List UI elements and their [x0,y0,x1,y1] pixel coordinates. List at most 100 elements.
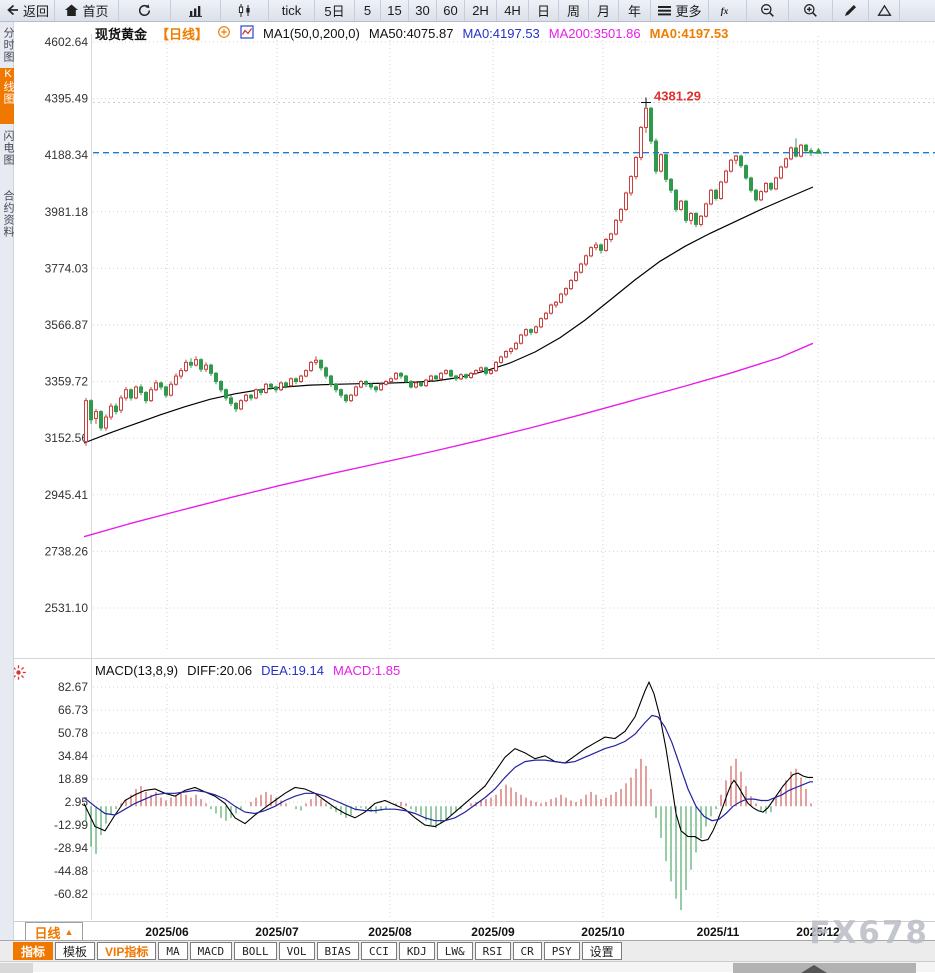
mini-chart-icon[interactable] [240,25,254,42]
interval-30-button[interactable]: 30 [409,0,437,21]
svg-text:2.95: 2.95 [65,795,89,809]
symbol-name: 现货黄金 [95,27,148,42]
svg-text:34.84: 34.84 [58,749,88,763]
svg-text:2025/10: 2025/10 [581,925,625,939]
tab-lw[interactable]: LW& [436,942,473,960]
ma0-orange-value: MA0:4197.53 [649,26,729,41]
interval-2h-button-label: 2H [472,3,489,18]
interval-year-button[interactable]: 年 [619,0,651,21]
macd-value: MACD:1.85 [332,663,401,678]
menu-icon [657,3,672,18]
tab-boll[interactable]: BOLL [234,942,277,960]
shapes-button[interactable] [869,0,900,21]
draw-button[interactable] [833,0,869,21]
tab-vip-indicator[interactable]: VIP指标 [97,942,157,960]
toolbar: 返回 首页 tick 5日 5 15 30 60 2H 4H 日 周 月 年 更多 fx [0,0,935,22]
refresh-icon [137,3,152,18]
tab-rsi[interactable]: RSI [474,942,511,960]
ma-group-label: MA1(50,0,200,0) [263,26,360,41]
tab-settings[interactable]: 设置 [581,942,622,960]
tab-psy[interactable]: PSY [543,942,580,960]
main-chart-header: 现货黄金 【日线】 MA1(50,0,200,0) MA50:4075.87 M… [95,24,728,43]
interval-day-button-label: 日 [536,4,550,19]
tab-template[interactable]: 模板 [55,942,96,960]
tab-macd[interactable]: MACD [189,942,233,960]
refresh-button[interactable] [119,0,171,21]
svg-text:82.67: 82.67 [58,680,88,694]
svg-text:2025/08: 2025/08 [368,925,412,939]
interval-year-button-label: 年 [627,4,641,19]
macd-header: MACD(13,8,9) DIFF:20.06 DEA:19.14 MACD:1… [95,663,400,678]
chart-type-sidebar: 分时图 K线图闪电图合约资料 [0,22,14,940]
sidebar-tab-lightning-chart[interactable]: 闪电图 [2,130,14,166]
ma50-value: MA50:4075.87 [368,26,454,41]
interval-tick-button-label: tick [281,3,302,18]
svg-text:2025/07: 2025/07 [255,925,299,939]
back-arrow-icon [5,3,20,18]
tab-indicator[interactable]: 指标 [13,942,54,960]
scrollbar-left-button[interactable] [0,963,33,973]
period-selector[interactable]: 日线 ▲ [25,922,83,942]
pencil-icon [843,3,858,18]
svg-text:2025/12: 2025/12 [796,925,840,939]
interval-day-button[interactable]: 日 [529,0,559,21]
interval-4h-button[interactable]: 4H [497,0,529,21]
interval-5d-button[interactable]: 5日 [315,0,355,21]
more-button[interactable]: 更多 [651,0,709,21]
interval-60-button[interactable]: 60 [437,0,465,21]
indicator-tabbar: 指标 模板 VIP指标 MA MACD BOLL VOL BIAS CCI KDJ LW& RSI CR… [0,940,935,961]
svg-text:4381.29: 4381.29 [654,88,701,103]
interval-week-button[interactable]: 周 [559,0,589,21]
tab-kdj[interactable]: KDJ [398,942,435,960]
svg-text:2025/06: 2025/06 [145,925,189,939]
svg-text:2531.10: 2531.10 [45,601,89,615]
interval-2h-button[interactable]: 2H [465,0,497,21]
zoom-in-icon [803,3,818,18]
zoom-out-icon [760,3,775,18]
sidebar-tab-kline-chart[interactable]: K线图 [0,68,14,124]
macd-params-label: MACD(13,8,9) [95,663,179,678]
interval-5-button-label: 5 [363,3,372,18]
interval-month-button[interactable]: 月 [589,0,619,21]
svg-text:-60.82: -60.82 [54,887,88,901]
back-button[interactable]: 返回 [0,0,55,21]
svg-text:18.89: 18.89 [58,772,88,786]
svg-text:fx: fx [721,6,729,16]
tab-cci[interactable]: CCI [361,942,397,960]
interval-15-button-label: 15 [387,3,402,18]
scrollbar-arrow-icon [801,965,827,973]
scrollbar-thumb[interactable] [733,963,916,973]
interval-30-button-label: 30 [415,3,430,18]
macd-dea-value: DEA:19.14 [261,663,324,678]
price-chart-canvas[interactable]: 4602.64 4395.49 4188.34 3981.18 3774.03 3566.… [0,0,935,940]
sidebar-tab-time-chart[interactable]: 分时图 [2,27,14,63]
tab-vol[interactable]: VOL [278,942,315,960]
svg-text:2025/09: 2025/09 [471,925,515,939]
zoom-in-button[interactable] [789,0,833,21]
back-button-label: 返回 [22,4,49,19]
bar-chart-icon [188,3,203,18]
indicator-formula-button[interactable]: fx [709,0,747,21]
svg-text:-44.88: -44.88 [54,864,88,878]
bar-chart-view-button[interactable] [171,0,221,21]
svg-text:4188.34: 4188.34 [45,148,89,162]
tab-bias[interactable]: BIAS [316,942,359,960]
zoom-out-button[interactable] [747,0,789,21]
tab-ma[interactable]: MA [158,942,188,960]
candlestick-view-button[interactable] [221,0,269,21]
ma0-blue-value: MA0:4197.53 [462,26,540,41]
more-button-label: 更多 [675,4,702,19]
svg-text:4395.49: 4395.49 [45,92,89,106]
circle-plus-icon[interactable] [217,25,231,42]
interval-tick-button[interactable]: tick [269,0,315,21]
svg-text:-28.94: -28.94 [54,841,88,855]
home-button[interactable]: 首页 [55,0,119,21]
svg-text:2945.41: 2945.41 [45,488,89,502]
sidebar-tab-contract-info[interactable]: 合约资料 [2,190,14,238]
horizontal-scrollbar[interactable] [0,961,935,973]
svg-text:66.73: 66.73 [58,703,88,717]
tab-cr[interactable]: CR [512,942,542,960]
interval-15-button[interactable]: 15 [381,0,409,21]
macd-diff-value: DIFF:20.06 [187,663,253,678]
interval-5-button[interactable]: 5 [355,0,381,21]
